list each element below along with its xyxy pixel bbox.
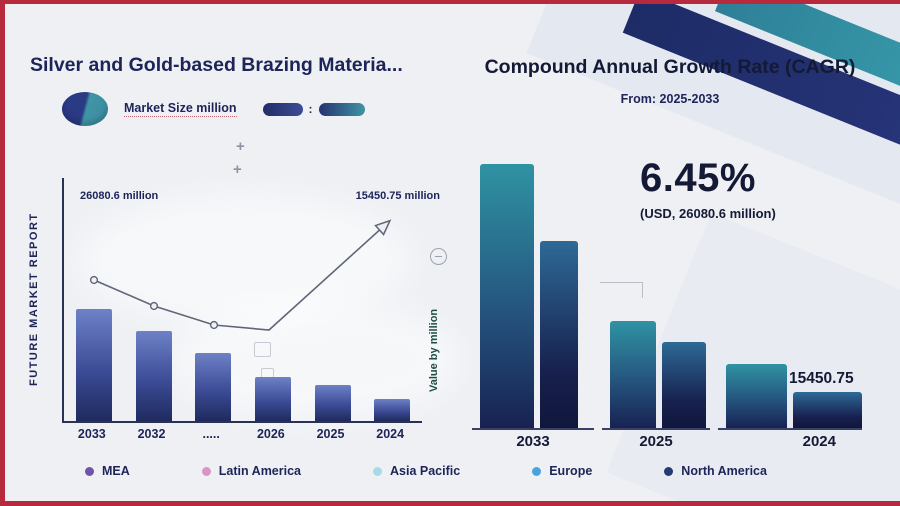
- step-line-decor: [600, 282, 643, 298]
- market-size-bar-2033: [75, 309, 112, 421]
- trend-marker: [209, 320, 219, 330]
- market-size-bar-2025: [314, 385, 351, 421]
- market-size-chart: 26080.6 million 15450.75 million: [62, 178, 440, 423]
- legend-item-europe: Europe: [532, 464, 592, 478]
- trend-line: [93, 225, 385, 331]
- x-tick-label: .....: [202, 427, 220, 441]
- cagr-title: Compound Annual Growth Rate (CAGR): [484, 56, 856, 78]
- legend-dot-icon: [664, 466, 674, 476]
- end-value-annotation: 15450.75 million: [355, 190, 440, 202]
- legend-item-asia-pacific: Asia Pacific: [373, 464, 460, 478]
- frame-edge-left: [0, 0, 5, 506]
- diagonal-band-decor: [606, 212, 900, 506]
- pill-decor-icon: [318, 102, 365, 116]
- legend-label: MEA: [102, 464, 130, 478]
- market-size-bar-2026: [254, 377, 291, 421]
- legend-pills: :: [262, 102, 365, 116]
- trend-arrowhead-icon: [374, 219, 392, 236]
- cagr-detail: (USD, 26080.6 million): [640, 206, 776, 221]
- pill-decor-icon: [262, 102, 303, 116]
- bar-slot: [183, 353, 243, 421]
- market-size-bar-2024: [374, 399, 411, 421]
- max-value-annotation: 26080.6 million: [80, 190, 159, 202]
- x-tick-label: 2025: [316, 427, 345, 441]
- right-y-axis-label: Value by million: [428, 308, 440, 392]
- bar-slot: [124, 331, 184, 421]
- plus-decor-icon: +: [233, 161, 242, 178]
- bar-slot: [303, 385, 363, 421]
- bar-slot: [243, 377, 303, 421]
- x-tick-label: 2032: [137, 427, 166, 441]
- cagr-value: 6.45%: [640, 156, 756, 200]
- legend-dot-icon: [373, 466, 383, 476]
- x-axis-ticks: 2033 2032..... 2026 2025 2024: [62, 427, 420, 441]
- bar-slot: [362, 399, 422, 421]
- cagr-group-2033: 2033: [472, 164, 594, 450]
- cagr-year-label: 2033: [516, 433, 550, 450]
- legend-label: Latin America: [218, 464, 301, 478]
- region-legend: MEA Latin America Asia Pacific Europe North …: [85, 464, 767, 478]
- bar-slot: [64, 309, 124, 421]
- x-tick-label: 2024: [376, 427, 405, 441]
- frame-edge-bottom: [0, 501, 900, 506]
- x-tick-label: 2033: [77, 427, 106, 441]
- legend-dot-icon: [532, 466, 542, 476]
- bar-series: [64, 309, 422, 421]
- market-size-bar-2032: [135, 331, 172, 421]
- legend-label: Asia Pacific: [390, 464, 461, 478]
- decor-box-icon: [254, 342, 271, 357]
- cagr-bar-2033-1: [480, 164, 534, 428]
- page-title: Silver and Gold-based Brazing Materia...: [30, 54, 403, 76]
- cagr-subtitle: From: 2025-2033: [620, 92, 720, 106]
- x-tick-label: 2026: [256, 427, 285, 441]
- minus-circle-icon: [430, 248, 447, 265]
- legend-dot-icon: [201, 466, 211, 476]
- sphere-icon: [62, 92, 108, 126]
- cagr-bar-2033-2: [540, 241, 578, 428]
- trend-marker: [149, 301, 159, 311]
- legend-dot-icon: [85, 466, 94, 476]
- trend-marker: [89, 275, 99, 285]
- legend-item-north-america: North America: [664, 464, 767, 478]
- market-size-label: Market Size million: [124, 101, 237, 117]
- legend-item-mea: MEA: [85, 464, 130, 478]
- market-size-legend: Market Size million :: [62, 92, 365, 126]
- market-size-bar-.....: [195, 353, 232, 421]
- plus-decor-icon: +: [236, 138, 245, 155]
- frame-edge-top: [0, 0, 900, 4]
- legend-item-latin-america: Latin America: [201, 464, 301, 478]
- bar-value-annotation: 15450.75: [789, 370, 854, 387]
- legend-label: North America: [681, 464, 767, 478]
- legend-label: Europe: [549, 464, 593, 478]
- pill-separator: :: [308, 102, 313, 116]
- left-y-axis-label: FUTURE MARKET REPORT: [28, 212, 40, 387]
- trend-line-svg: [89, 219, 392, 331]
